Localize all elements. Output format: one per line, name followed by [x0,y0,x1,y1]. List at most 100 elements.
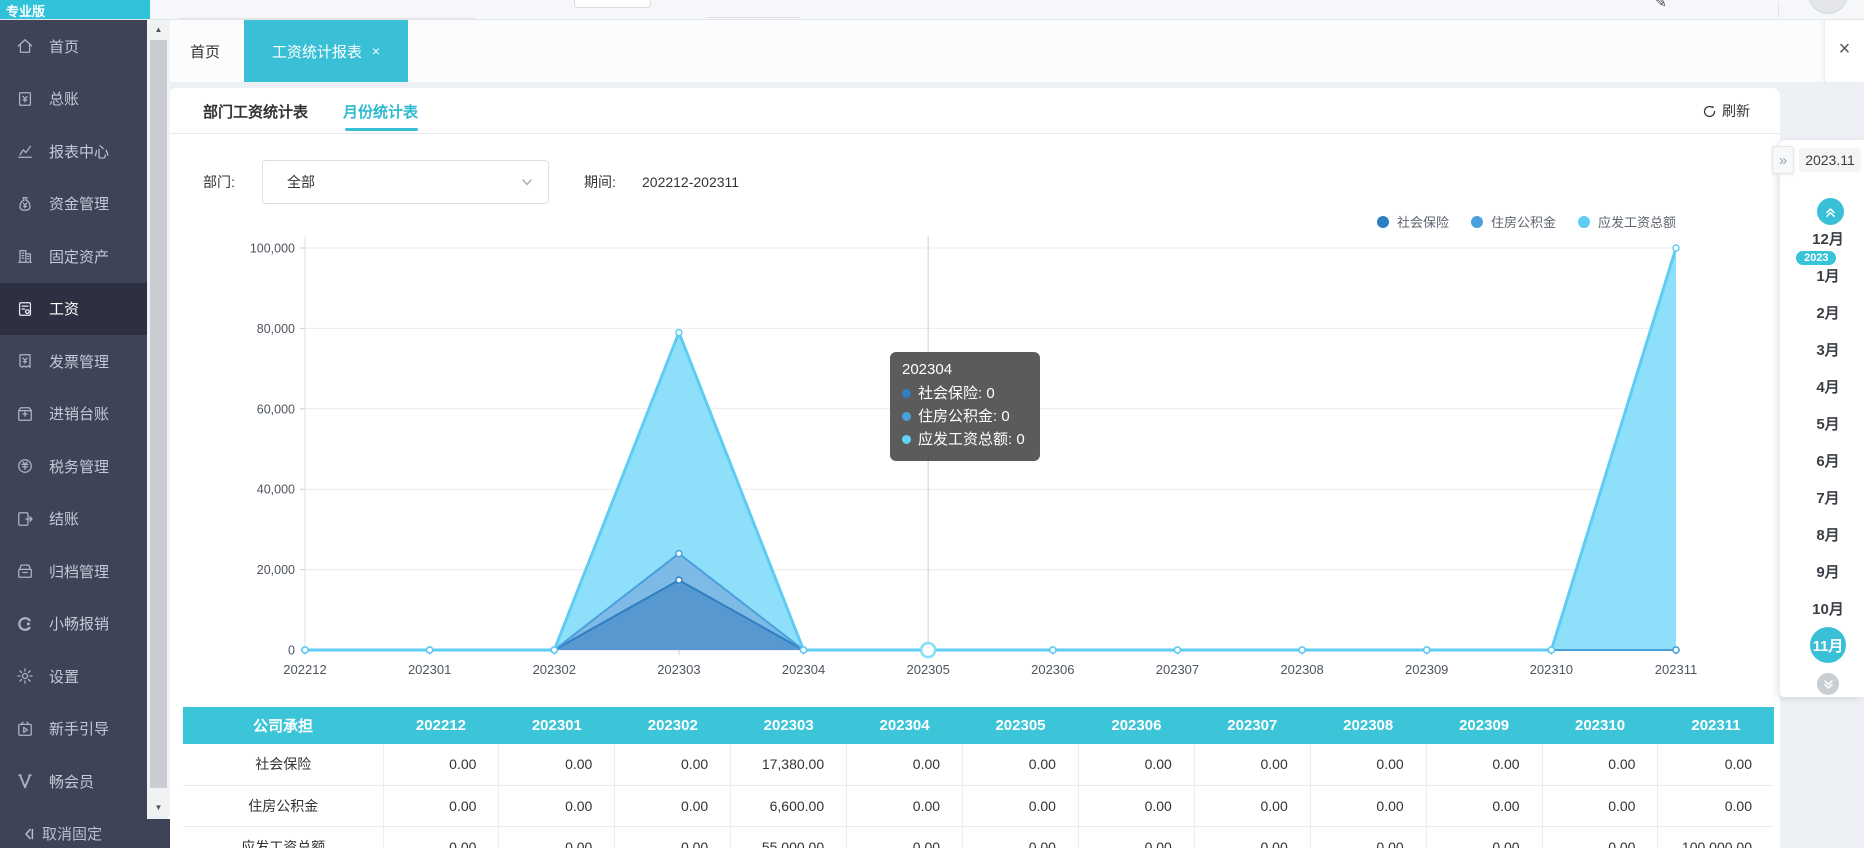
month-item-8月[interactable]: 8月 [1816,522,1839,546]
home-icon [15,36,35,56]
sidebar-scrollbar[interactable]: ▲ ▼ [147,20,170,816]
panel-close-button[interactable]: × [1824,20,1864,82]
month-item-5月[interactable]: 5月 [1816,411,1839,435]
table-cell: 0.00 [1310,785,1427,827]
month-item-10月[interactable]: 10月 [1812,596,1844,620]
table-cell: 0.00 [1426,744,1543,786]
funds-icon [15,194,35,214]
sidebar-item-6[interactable]: 工资 [0,282,147,335]
top-bar: 专业版 ✎ [0,0,1864,20]
svg-text:20,000: 20,000 [257,563,295,577]
sidebar-item-11[interactable]: 归档管理 [0,545,147,598]
sidebar-item-label: 固定资产 [49,248,110,266]
unpin-icon [20,825,38,843]
table-cell: 0.00 [383,826,500,848]
department-select[interactable]: 全部 [262,160,549,204]
scrollbar-thumb[interactable] [150,40,167,788]
table-cell: 0.00 [962,826,1079,848]
sidebar-item-13[interactable]: 设置 [0,650,147,703]
sidebar-item-label: 小畅报销 [49,616,110,634]
table-header-202301: 202301 [498,707,615,744]
sidebar-unpin-button[interactable]: 取消固定 [0,819,170,848]
sidebar-item-label: 报表中心 [49,143,110,161]
refresh-button[interactable]: 刷新 [1702,100,1750,122]
subtab-department-report[interactable]: 部门工资统计表 [203,88,308,134]
month-item-6月[interactable]: 6月 [1816,448,1839,472]
month-label: 10月 [1812,600,1844,618]
table-cell: 0.00 [1310,744,1427,786]
month-label: 5月 [1816,415,1840,433]
closing-icon [15,509,35,529]
table-cell: 0.00 [498,826,616,848]
legend-item-2[interactable]: 住房公积金 [1470,212,1556,231]
month-label: 4月 [1816,378,1840,396]
sidebar-item-2[interactable]: 总账 [0,73,147,126]
search-input[interactable] [574,0,651,8]
month-item-9月[interactable]: 9月 [1816,559,1839,583]
svg-text:202311: 202311 [1655,662,1697,677]
table-cell: 6,600.00 [730,785,848,827]
legend-label: 应发工资总额 [1597,215,1676,230]
sidebar-item-label: 畅会员 [49,773,95,791]
sidebar-item-9[interactable]: 税务管理 [0,440,147,493]
sidebar-item-5[interactable]: 固定资产 [0,230,147,283]
tab-salary-report-label: 工资统计报表 [271,43,362,61]
sidebar-item-15[interactable]: 畅会员 [0,755,147,808]
sidebar: 首页总账报表中心资金管理固定资产工资 发票管理 进销台账 税务管理 结账 归档管理小畅报销… [0,20,147,848]
refresh-label: 刷新 [1722,103,1750,119]
month-label: 11月 [1812,637,1844,655]
sidebar-item-14[interactable]: 新手引导 [0,703,147,756]
sidebar-item-1[interactable]: 首页 [0,20,147,73]
month-item-3月[interactable]: 3月 [1816,337,1839,361]
svg-text:202212: 202212 [283,662,326,677]
tab-salary-report[interactable]: 工资统计报表 × [244,20,408,82]
collapse-icon: » [1778,151,1788,169]
tab-close-icon[interactable]: × [371,43,381,59]
legend-item-3[interactable]: 应发工资总额 [1577,212,1676,231]
table-cell: 0.00 [1542,785,1659,827]
rail-scroll-down-button[interactable] [1817,673,1839,695]
department-value: 全部 [287,174,315,190]
sidebar-item-3[interactable]: 报表中心 [0,125,147,178]
rail-collapse-button[interactable]: » [1772,146,1794,174]
month-label: 1月 [1816,267,1840,285]
month-item-11月[interactable]: 11月 [1810,627,1846,663]
month-item-7月[interactable]: 7月 [1816,485,1839,509]
period-label: 期间: [584,174,616,190]
month-item-1月[interactable]: 2023 1月 [1795,250,1840,287]
month-item-2月[interactable]: 2月 [1816,300,1839,324]
sidebar-item-8[interactable]: 进销台账 [0,388,147,441]
svg-text:60,000: 60,000 [257,402,295,416]
svg-text:202306: 202306 [1031,662,1074,677]
filter-row: 部门: 全部 期间: 202212-202311 [168,134,1780,210]
subtab-month-report[interactable]: 月份统计表 [343,88,418,134]
member-icon [15,771,35,791]
sidebar-item-label: 首页 [49,38,80,56]
month-item-4月[interactable]: 4月 [1816,374,1839,398]
scroll-down-arrow[interactable]: ▼ [147,798,170,816]
table-cell: 0.00 [614,785,732,827]
scroll-up-arrow[interactable]: ▲ [147,20,170,38]
table-cell: 0.00 [846,744,964,786]
month-label: 6月 [1816,452,1840,470]
period-rail: » 2023.11 12月 2023 1月 2月 3月 4月 5月 6月 7月 8月 9月 10月 11… [1772,140,1864,697]
table-cell: 55,000.00 [730,826,848,848]
edit-icon[interactable]: ✎ [1655,0,1667,10]
sidebar-item-4[interactable]: 资金管理 [0,178,147,231]
table-cell: 0.00 [1078,744,1195,786]
table-header-202302: 202302 [614,707,731,744]
avatar[interactable] [1808,0,1848,14]
legend-dot-icon [1577,215,1590,228]
sidebar-item-10[interactable]: 结账 [0,493,147,546]
month-item-12月[interactable]: 12月 [1812,226,1844,250]
table-cell: 100,000.00 [1657,826,1774,848]
table-cell: 0.00 [1194,826,1311,848]
tab-home[interactable]: 首页 [170,20,240,82]
table-row-社会保险: 社会保险 0.00 0.00 0.00 17,380.00 0.00 0.00 0.00 0.0… [183,744,1774,786]
fixed-assets-icon [15,246,35,266]
sidebar-item-label: 新手引导 [49,721,110,739]
rail-scroll-up-button[interactable] [1817,198,1844,225]
legend-item-1[interactable]: 社会保险 [1376,212,1449,231]
sidebar-item-12[interactable]: 小畅报销 [0,598,147,651]
sidebar-item-7[interactable]: 发票管理 [0,335,147,388]
